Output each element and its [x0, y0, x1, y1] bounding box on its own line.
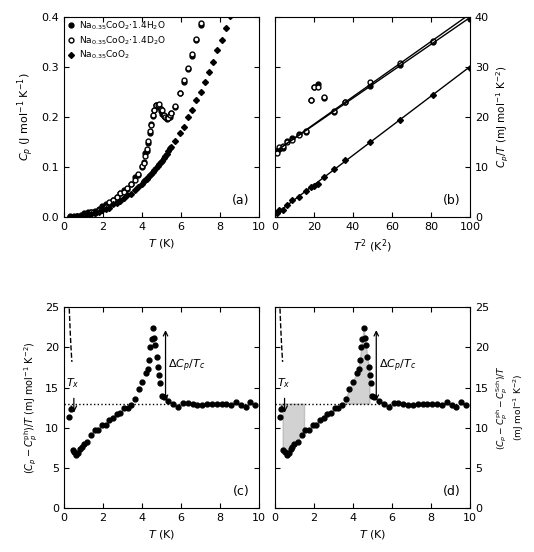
Na$_{0.35}$CoO$_2$: [121, 195, 127, 201]
Y-axis label: $C_p/T$ (mJ mol$^{-1}$ K$^{-2}$): $C_p/T$ (mJ mol$^{-1}$ K$^{-2}$): [494, 66, 511, 168]
Line: Na$_{0.35}$CoO$_2$: Na$_{0.35}$CoO$_2$: [68, 0, 257, 219]
Y-axis label: $(C_p - C_p^{\rm ph} - C_p^{\rm Sch})/T$
(mJ mol$^{-1}$ K$^{-2}$): $(C_p - C_p^{\rm ph} - C_p^{\rm Sch})/T$…: [494, 365, 527, 450]
Na$_{0.35}$CoO$_2$: [139, 181, 145, 187]
Y-axis label: $(C_p - C_p^{\rm ph})/T$ (mJ mol$^{-1}$ K$^{-2}$): $(C_p - C_p^{\rm ph})/T$ (mJ mol$^{-1}$ …: [22, 341, 40, 474]
Line: Na$_{0.35}$CoO$_2$$\cdot$1.4D$_2$O: Na$_{0.35}$CoO$_2$$\cdot$1.4D$_2$O: [67, 0, 258, 219]
Text: $T_x$: $T_x$: [277, 376, 290, 390]
Na$_{0.35}$CoO$_2$: [135, 184, 142, 190]
Na$_{0.35}$CoO$_2$$\cdot$1.4H$_2$O: [165, 114, 171, 121]
Na$_{0.35}$CoO$_2$$\cdot$1.4D$_2$O: [167, 112, 173, 119]
Na$_{0.35}$CoO$_2$$\cdot$1.4D$_2$O: [140, 160, 147, 167]
Text: (a): (a): [232, 194, 249, 207]
Na$_{0.35}$CoO$_2$: [128, 190, 134, 197]
Na$_{0.35}$CoO$_2$$\cdot$1.4D$_2$O: [67, 213, 73, 219]
X-axis label: $T$ (K): $T$ (K): [148, 528, 175, 542]
Text: $\Delta C_p/T_c$: $\Delta C_p/T_c$: [168, 357, 206, 374]
Line: Na$_{0.35}$CoO$_2$$\cdot$1.4H$_2$O: Na$_{0.35}$CoO$_2$$\cdot$1.4H$_2$O: [67, 0, 258, 220]
X-axis label: $T^2$ (K$^2$): $T^2$ (K$^2$): [353, 237, 392, 255]
Na$_{0.35}$CoO$_2$$\cdot$1.4D$_2$O: [70, 213, 77, 220]
Na$_{0.35}$CoO$_2$$\cdot$1.4H$_2$O: [121, 187, 127, 194]
Text: (d): (d): [442, 485, 460, 498]
X-axis label: $T$ (K): $T$ (K): [148, 237, 175, 251]
Text: $T_x$: $T_x$: [66, 376, 80, 390]
Legend: Na$_{0.35}$CoO$_2$$\cdot$1.4H$_2$O, Na$_{0.35}$CoO$_2$$\cdot$1.4D$_2$O, Na$_{0.3: Na$_{0.35}$CoO$_2$$\cdot$1.4H$_2$O, Na$_…: [66, 18, 167, 62]
Na$_{0.35}$CoO$_2$$\cdot$1.4H$_2$O: [103, 201, 109, 208]
Na$_{0.35}$CoO$_2$$\cdot$1.4D$_2$O: [124, 185, 131, 192]
Y-axis label: $C_p$ (J mol$^{-1}$ K$^{-1}$): $C_p$ (J mol$^{-1}$ K$^{-1}$): [15, 72, 36, 161]
Na$_{0.35}$CoO$_2$$\cdot$1.4D$_2$O: [106, 199, 113, 205]
Na$_{0.35}$CoO$_2$$\cdot$1.4H$_2$O: [67, 214, 73, 220]
X-axis label: $T$ (K): $T$ (K): [359, 528, 386, 542]
Text: $\Delta C_p/T_c$: $\Delta C_p/T_c$: [379, 357, 417, 374]
Text: (b): (b): [443, 194, 460, 207]
Na$_{0.35}$CoO$_2$: [103, 206, 109, 213]
Na$_{0.35}$CoO$_2$$\cdot$1.4D$_2$O: [139, 163, 145, 169]
Na$_{0.35}$CoO$_2$: [67, 214, 73, 220]
Na$_{0.35}$CoO$_2$: [165, 147, 171, 154]
Na$_{0.35}$CoO$_2$$\cdot$1.4H$_2$O: [135, 172, 142, 178]
Na$_{0.35}$CoO$_2$$\cdot$1.4H$_2$O: [139, 163, 145, 170]
Na$_{0.35}$CoO$_2$$\cdot$1.4H$_2$O: [128, 181, 134, 187]
Text: (c): (c): [233, 485, 249, 498]
Na$_{0.35}$CoO$_2$$\cdot$1.4D$_2$O: [131, 177, 138, 183]
